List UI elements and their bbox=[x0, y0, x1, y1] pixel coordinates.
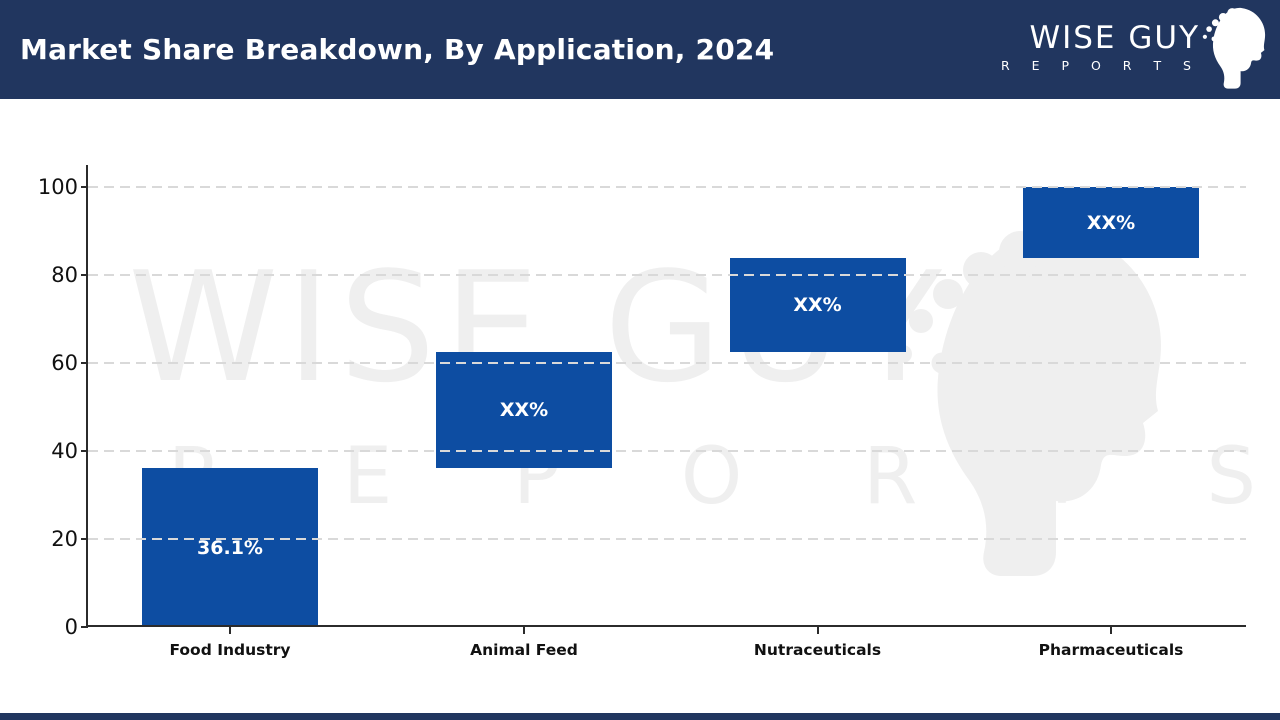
y-tick-label-60: 60 bbox=[51, 350, 78, 375]
gridline-100 bbox=[88, 185, 1246, 188]
y-axis-line bbox=[86, 165, 88, 627]
y-tick-label-0: 0 bbox=[64, 615, 78, 639]
bar-animal-feed bbox=[436, 352, 612, 469]
header-bar: Market Share Breakdown, By Application, … bbox=[0, 0, 1280, 99]
y-tick-40 bbox=[81, 449, 88, 452]
chart-title: Market Share Breakdown, By Application, … bbox=[20, 33, 775, 66]
bar-value-label: XX% bbox=[793, 294, 842, 317]
bar-value-label: XX% bbox=[1086, 211, 1136, 234]
gridline-60 bbox=[88, 361, 1246, 364]
y-tick-label-100: 100 bbox=[37, 174, 78, 199]
y-tick-60 bbox=[81, 361, 88, 364]
y-tick-0 bbox=[81, 626, 88, 628]
x-category-label: Pharmaceuticals bbox=[1038, 641, 1184, 659]
x-category-label: Nutraceuticals bbox=[753, 641, 882, 659]
x-category-label: Animal Feed bbox=[470, 641, 578, 659]
bar-food-industry bbox=[142, 468, 318, 627]
logo-tagline: R E P O R T S bbox=[1000, 57, 1200, 73]
wise-guy-reports-logo: WISE GUY R E P O R T S bbox=[1001, 6, 1270, 90]
gridline-40 bbox=[88, 449, 1246, 452]
y-tick-80 bbox=[81, 273, 88, 276]
footer-bar bbox=[0, 713, 1280, 720]
x-axis-line bbox=[86, 625, 1246, 627]
y-tick-label-20: 20 bbox=[51, 526, 78, 551]
y-tick-label-80: 80 bbox=[51, 262, 78, 287]
x-tick-3 bbox=[816, 627, 819, 634]
x-tick-2 bbox=[523, 627, 525, 634]
y-tick-20 bbox=[81, 537, 88, 540]
dotted-head-icon bbox=[1200, 6, 1270, 90]
y-tick-label-40: 40 bbox=[51, 438, 78, 463]
bar-value-label: XX% bbox=[499, 399, 549, 422]
gridline-80 bbox=[88, 273, 1246, 276]
x-tick-1 bbox=[229, 627, 231, 634]
x-tick-4 bbox=[1110, 627, 1112, 634]
logo-wordmark: WISE GUY bbox=[1029, 20, 1200, 56]
bar-value-label: 36.1% bbox=[197, 536, 263, 559]
y-tick-100 bbox=[81, 185, 88, 188]
gridline-20 bbox=[88, 537, 1246, 540]
x-category-label: Food Industry bbox=[169, 641, 291, 659]
logo-text: WISE GUY R E P O R T S bbox=[1001, 22, 1200, 73]
